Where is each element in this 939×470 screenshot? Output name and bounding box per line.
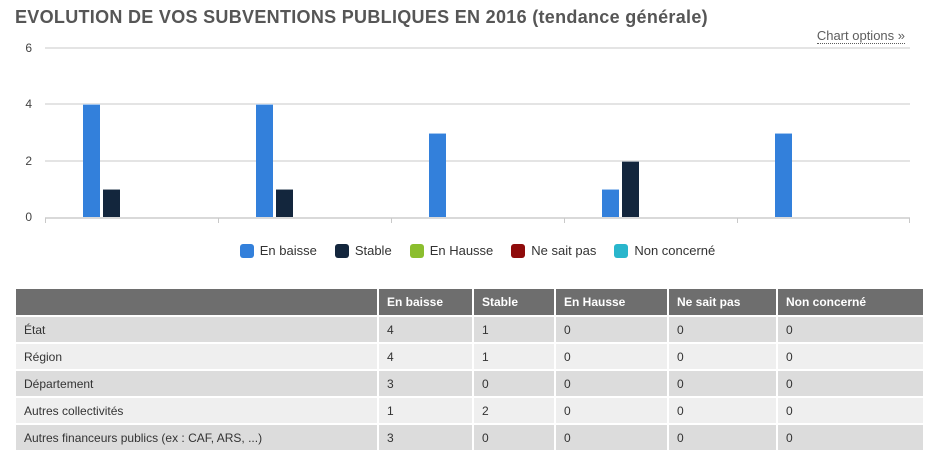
cell-ne-sait-pas: 0	[669, 344, 776, 369]
gridline-y-0	[45, 217, 910, 219]
table-header-en-hausse: En Hausse	[556, 289, 667, 315]
row-label: État	[16, 317, 377, 342]
legend-label: En Hausse	[429, 243, 494, 258]
cell-en-baisse: 3	[379, 425, 472, 450]
cell-stable: 0	[474, 425, 554, 450]
cell-en-baisse: 3	[379, 371, 472, 396]
table-header-row: En baisse Stable En Hausse Ne sait pas Non c…	[16, 289, 923, 315]
legend-item-non-concern-[interactable]: Non concerné	[614, 243, 715, 258]
statistics-table: En baisse Stable En Hausse Ne sait pas Non c…	[14, 287, 925, 452]
x-axis-tick	[737, 218, 738, 223]
table-row: Région 4 1 0 0 0	[16, 344, 923, 369]
y-axis-label-0: 0	[25, 210, 32, 224]
y-axis-label-4: 4	[25, 97, 32, 112]
cell-en-hausse: 0	[556, 398, 667, 423]
page-title: EVOLUTION DE VOS SUBVENTIONS PUBLIQUES E…	[15, 7, 708, 27]
legend-item-stable[interactable]: Stable	[334, 243, 392, 258]
table-header-ne-sait-pas: Ne sait pas	[669, 289, 776, 315]
cell-stable: 2	[474, 398, 554, 423]
cell-stable: 1	[474, 344, 554, 369]
legend-label: Stable	[354, 243, 392, 258]
legend-swatch-icon	[409, 243, 424, 258]
cell-en-hausse: 0	[556, 344, 667, 369]
chart-options-row: Chart options »	[0, 28, 939, 45]
cell-non-concern-: 0	[778, 425, 923, 450]
cell-en-hausse: 0	[556, 425, 667, 450]
bar-stable-1[interactable]	[103, 188, 120, 217]
cell-non-concern-: 0	[778, 398, 923, 423]
x-axis-tick	[564, 218, 565, 223]
table-row: Département 3 0 0 0 0	[16, 371, 923, 396]
cell-non-concern-: 0	[778, 317, 923, 342]
y-axis-label-2: 2	[25, 153, 32, 168]
table-row: Autres collectivités 1 2 0 0 0	[16, 398, 923, 423]
legend-label: Non concerné	[634, 243, 716, 258]
cell-non-concern-: 0	[778, 371, 923, 396]
cell-en-hausse: 0	[556, 371, 667, 396]
cell-stable: 0	[474, 371, 554, 396]
row-label: Autres financeurs publics (ex : CAF, ARS…	[16, 425, 377, 450]
gridline-y-6	[45, 47, 910, 49]
table-header-empty	[16, 289, 377, 315]
cell-en-baisse: 4	[379, 317, 472, 342]
x-axis-tick	[391, 218, 392, 223]
x-axis-tick	[909, 218, 910, 223]
cell-ne-sait-pas: 0	[669, 371, 776, 396]
legend-item-en-baisse[interactable]: En baisse	[239, 243, 317, 258]
legend-swatch-icon	[511, 243, 526, 258]
table-row: Autres financeurs publics (ex : CAF, ARS…	[16, 425, 923, 450]
cell-en-baisse: 1	[379, 398, 472, 423]
table-header-en-baisse: En baisse	[379, 289, 472, 315]
row-label: Département	[16, 371, 377, 396]
bar-stable-2[interactable]	[276, 188, 293, 217]
chart-options-link[interactable]: Chart options »	[816, 28, 905, 44]
chart-legend: En baisse Stable En Hausse Ne sait pas Non c…	[45, 243, 910, 258]
legend-item-ne-sait-pas[interactable]: Ne sait pas	[511, 243, 596, 258]
cell-ne-sait-pas: 0	[669, 425, 776, 450]
bar-chart: En baisse Stable En Hausse Ne sait pas Non c…	[0, 41, 939, 277]
legend-swatch-icon	[334, 243, 349, 258]
bar-en-baisse-1[interactable]	[83, 104, 100, 217]
bar-stable-4[interactable]	[622, 160, 639, 217]
cell-ne-sait-pas: 0	[669, 398, 776, 423]
gridline-y-2	[45, 159, 910, 162]
legend-item-en-hausse[interactable]: En Hausse	[409, 243, 494, 258]
cell-en-baisse: 4	[379, 344, 472, 369]
bar-en-baisse-4[interactable]	[602, 188, 619, 217]
row-label: Autres collectivités	[16, 398, 377, 423]
bar-en-baisse-5[interactable]	[775, 132, 792, 217]
cell-stable: 1	[474, 317, 554, 342]
chart-plot-area	[45, 47, 910, 223]
table-row: État 4 1 0 0 0	[16, 317, 923, 342]
cell-ne-sait-pas: 0	[669, 317, 776, 342]
cell-non-concern-: 0	[778, 344, 923, 369]
x-axis-tick	[45, 218, 46, 223]
legend-swatch-icon	[614, 243, 629, 258]
bar-en-baisse-3[interactable]	[429, 132, 446, 217]
legend-swatch-icon	[239, 243, 254, 258]
table-header-non-concern-: Non concerné	[778, 289, 923, 315]
row-label: Région	[16, 344, 377, 369]
cell-en-hausse: 0	[556, 317, 667, 342]
legend-label: Ne sait pas	[531, 243, 597, 258]
gridline-y-4	[45, 103, 910, 106]
table-header-stable: Stable	[474, 289, 554, 315]
legend-label: En baisse	[259, 243, 317, 258]
y-axis-label-6: 6	[25, 41, 32, 55]
x-axis-tick	[218, 218, 219, 223]
bar-en-baisse-2[interactable]	[256, 104, 273, 217]
